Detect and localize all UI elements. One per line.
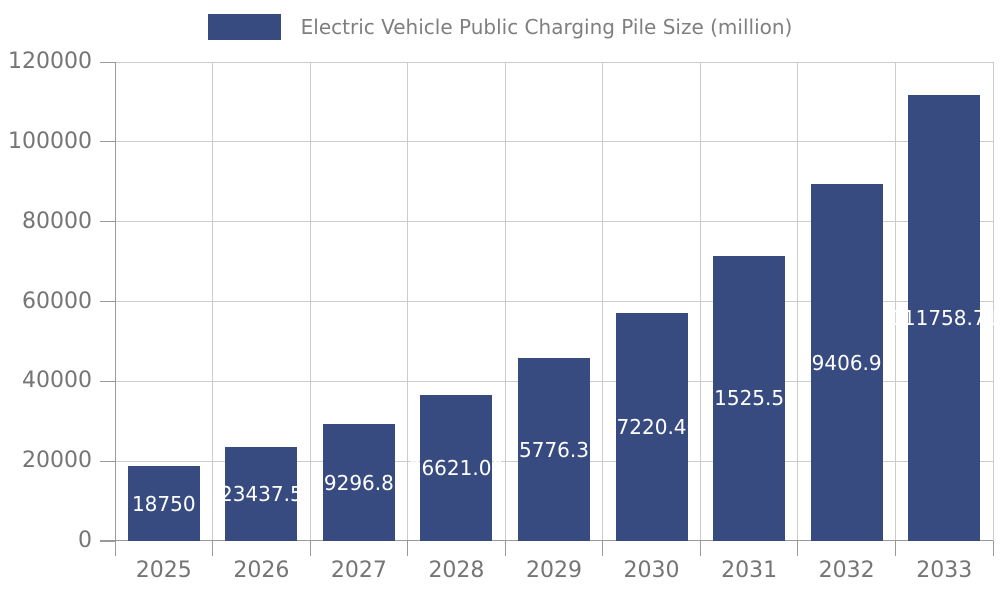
x-tick-label: 2030 <box>623 558 680 583</box>
x-axis-tick <box>894 541 896 556</box>
gridline-horizontal <box>115 61 993 63</box>
y-tick-label: 40000 <box>22 368 92 394</box>
x-axis-tick <box>309 541 311 556</box>
y-axis-tick <box>100 221 115 223</box>
y-tick-label: 100000 <box>8 128 92 154</box>
legend-label: Electric Vehicle Public Charging Pile Si… <box>300 15 793 39</box>
bar-value-label: 45776.37 <box>506 437 602 462</box>
y-tick-label: 20000 <box>22 448 92 474</box>
y-axis-tick <box>100 460 115 462</box>
gridline-vertical <box>309 62 311 541</box>
x-axis-tick <box>699 541 701 556</box>
bar: 18750 <box>127 466 200 541</box>
bar-value-label: 18750 <box>131 491 196 516</box>
bar: 57220.46 <box>604 312 699 541</box>
x-axis-tick <box>212 541 214 556</box>
bar: 29296.88 <box>311 424 407 541</box>
legend-item[interactable]: Electric Vehicle Public Charging Pile Si… <box>207 14 793 40</box>
y-axis-tick <box>100 61 115 63</box>
gridline-vertical <box>212 62 214 541</box>
gridline-vertical <box>602 62 604 541</box>
bar-value-label: 29296.88 <box>311 470 407 495</box>
gridline-vertical <box>894 62 896 541</box>
bar-value-label: 111758.71 <box>890 305 999 330</box>
bar-value-label: 71525.57 <box>701 386 797 411</box>
bar-value-label: 23437.5 <box>219 482 303 507</box>
y-axis-tick <box>100 301 115 302</box>
x-tick-label: 2028 <box>428 558 485 583</box>
x-axis-tick <box>114 541 116 556</box>
gridline-vertical <box>407 62 409 541</box>
gridline-horizontal <box>115 141 993 143</box>
gridline-horizontal <box>115 221 993 223</box>
x-axis-tick <box>504 541 506 556</box>
bar: 23437.5 <box>220 447 303 541</box>
x-tick-label: 2033 <box>916 558 973 583</box>
x-axis-tick <box>797 541 799 556</box>
gridline-vertical <box>992 62 994 541</box>
bar: 36621.09 <box>409 394 504 541</box>
bar-value-label: 36621.09 <box>408 455 505 480</box>
x-tick-label: 2031 <box>721 558 778 583</box>
x-axis-tick <box>992 541 994 556</box>
gridline-vertical <box>504 62 506 541</box>
x-tick-label: 2029 <box>526 558 582 583</box>
x-tick-label: 2026 <box>233 558 290 583</box>
y-axis-tick <box>100 141 115 143</box>
legend-swatch <box>207 14 281 40</box>
plot-area: 18750 23437.5 29296.88 36621.09 45776.37 5722… <box>100 61 998 541</box>
x-tick-label: 2027 <box>330 558 387 583</box>
y-axis-line <box>115 62 116 541</box>
bar: 71525.57 <box>701 255 797 541</box>
y-tick-label: 80000 <box>22 208 92 234</box>
bar-value-label: 57220.46 <box>603 414 700 439</box>
x-axis-tick <box>407 541 409 556</box>
legend: Electric Vehicle Public Charging Pile Si… <box>0 14 1000 40</box>
bar-value-label: 89406.97 <box>798 350 895 375</box>
x-tick-label: 2032 <box>818 558 875 583</box>
y-tick-label: 0 <box>78 528 92 553</box>
x-tick-label: 2025 <box>135 558 192 583</box>
bar: 45776.37 <box>506 358 602 541</box>
gridline-vertical <box>797 62 799 541</box>
bar: 89406.97 <box>799 184 894 541</box>
x-axis-tick <box>602 541 604 556</box>
bar: 111758.71 <box>890 94 998 541</box>
y-tick-label: 60000 <box>22 288 92 314</box>
y-axis-tick <box>100 540 115 542</box>
y-tick-label: 120000 <box>8 49 92 74</box>
gridline-vertical <box>699 62 701 541</box>
y-axis-tick <box>100 380 115 382</box>
gridline-horizontal <box>115 301 993 302</box>
